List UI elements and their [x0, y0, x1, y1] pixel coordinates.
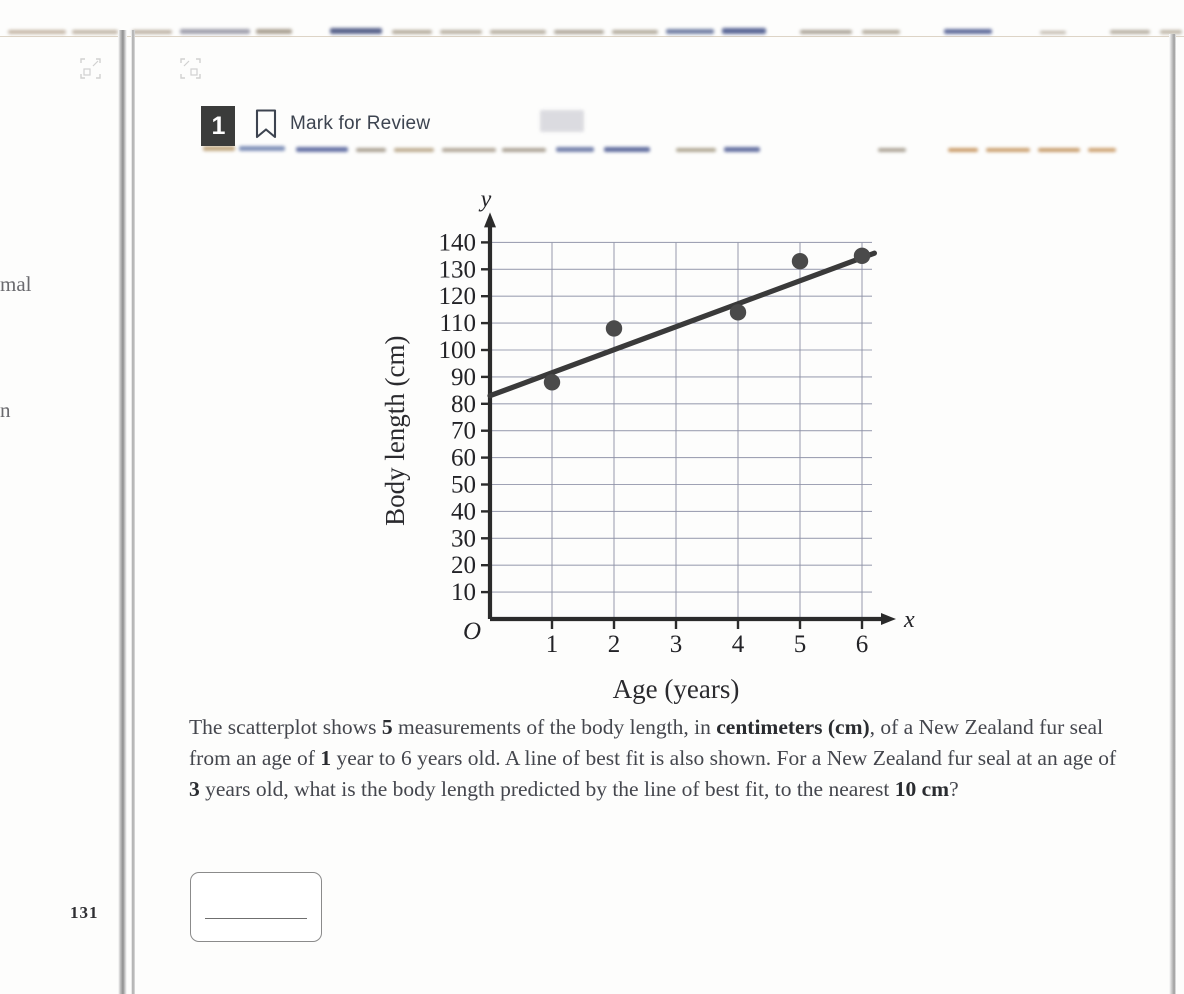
book-spine-outer: [118, 30, 127, 994]
y-axis-arrow: [484, 212, 496, 228]
blurred-text-strip: [800, 30, 852, 34]
blurred-text-strip: [239, 146, 285, 151]
blurred-text-strip: [440, 30, 482, 34]
y-tick-label: 110: [439, 310, 476, 337]
qt-7: ?: [949, 777, 959, 801]
blurred-text-strip: [296, 147, 348, 152]
x-tick-label: 6: [856, 631, 869, 658]
blurred-text-strip: [1110, 30, 1150, 34]
line-of-best-fit: [487, 250, 878, 399]
blurred-text-strip: [724, 147, 760, 152]
qt-2: measurements of the body length, in: [392, 715, 717, 739]
question-text: The scatterplot shows 5 measurements of …: [189, 712, 1124, 805]
qt-bold-3: 3: [189, 777, 200, 801]
y-tick-label: 10: [451, 579, 476, 606]
y-tick-label: 130: [439, 256, 477, 283]
y-tick-label: 30: [451, 525, 476, 552]
blurred-text-strip: [442, 148, 496, 152]
y-tick-label: 120: [439, 283, 477, 310]
blurred-text-strip: [722, 28, 766, 34]
blurred-text-strip: [666, 29, 714, 34]
blurred-text-strip: [604, 147, 650, 152]
y-axis-symbol: y: [479, 186, 492, 212]
page-number: 131: [70, 903, 99, 922]
qt-6: 6: [400, 746, 412, 770]
page-top-rule: [0, 36, 1184, 37]
blurred-text-strip: [878, 148, 906, 152]
blurred-text-strip: [502, 148, 546, 152]
blurred-text-strip: [862, 30, 900, 34]
blurred-text-strip: [1040, 31, 1066, 34]
qt-bold-5: 5: [381, 715, 393, 739]
y-tick-label: 140: [439, 229, 477, 256]
blurred-text-strip: [392, 30, 432, 34]
blurred-text-strip: [948, 148, 978, 152]
blurred-text-strip: [132, 30, 172, 34]
expand-corner-icon[interactable]: [180, 58, 201, 79]
qt-bold-10cm: 10 cm: [894, 777, 950, 801]
blurred-text-strip: [612, 30, 658, 34]
y-tick-label: 60: [451, 445, 476, 472]
question-number-badge: 1: [201, 106, 235, 146]
qt-1: The scatterplot shows: [189, 715, 382, 739]
x-tick-label: 3: [670, 631, 683, 658]
collapse-corner-icon[interactable]: [80, 58, 101, 79]
x-tick-label: 2: [608, 631, 621, 658]
answer-underline: [205, 918, 307, 919]
x-axis-title: Age (years): [613, 674, 740, 704]
x-axis-symbol: x: [903, 607, 915, 633]
x-tick-label: 1: [546, 631, 559, 658]
y-tick-label: 50: [451, 472, 476, 499]
bookmark-icon[interactable]: [255, 109, 277, 139]
blurred-text-strip: [554, 30, 604, 34]
blurred-text-strip: [256, 29, 292, 34]
data-point: [853, 247, 871, 265]
blurred-text-strip: [1088, 148, 1116, 152]
data-point: [729, 304, 747, 321]
x-tick-label: 5: [794, 631, 807, 658]
blurred-text-strip: [986, 148, 1030, 152]
qt-bold-1: 1: [320, 746, 332, 770]
qt-3: , of a New Zealand fur seal from an age …: [189, 715, 1104, 770]
y-tick-label: 100: [439, 337, 477, 364]
data-point: [791, 253, 809, 270]
qt-6b: years old, what is the body length predi…: [199, 777, 895, 801]
blurred-text-strip: [490, 30, 546, 34]
blurred-text-strip: [676, 148, 716, 152]
origin-label: O: [463, 618, 481, 645]
book-spine-inner: [131, 30, 135, 994]
y-tick-label: 90: [451, 364, 476, 391]
qt-5: years old. A line of best fit is also sh…: [411, 746, 1117, 770]
x-axis-arrow: [881, 613, 896, 625]
blurred-text-strip: [356, 148, 386, 152]
blurred-text-strip: [8, 30, 66, 34]
y-tick-label: 70: [451, 418, 476, 445]
data-point: [543, 374, 561, 391]
mark-for-review-label[interactable]: Mark for Review: [290, 113, 431, 134]
qt-4: year to: [331, 746, 401, 770]
blurred-text-strip: [330, 28, 382, 34]
blurred-text-strip: [556, 147, 594, 152]
y-tick-label: 80: [451, 391, 476, 418]
blurred-text-strip: [72, 30, 118, 34]
y-axis-title: Body length (cm): [380, 335, 410, 525]
y-tick-label: 40: [451, 498, 476, 525]
blurred-text-strip: [540, 110, 584, 132]
margin-text-fragment-2: n: [0, 398, 11, 422]
answer-input-box[interactable]: [190, 872, 322, 942]
blurred-text-strip: [180, 29, 250, 34]
qt-bold-cm: centimeters (cm): [716, 715, 870, 739]
blurred-text-strip: [203, 146, 235, 151]
blurred-text-strip: [944, 29, 992, 34]
blurred-text-strip: [394, 148, 434, 152]
data-point: [605, 320, 623, 337]
margin-text-fragment-1: mal: [0, 272, 32, 296]
y-tick-label: 20: [451, 552, 476, 579]
x-tick-label: 4: [732, 631, 745, 658]
blurred-text-strip: [1160, 30, 1182, 34]
blurred-text-strip: [1038, 148, 1080, 152]
page-right-edge: [1169, 34, 1176, 994]
